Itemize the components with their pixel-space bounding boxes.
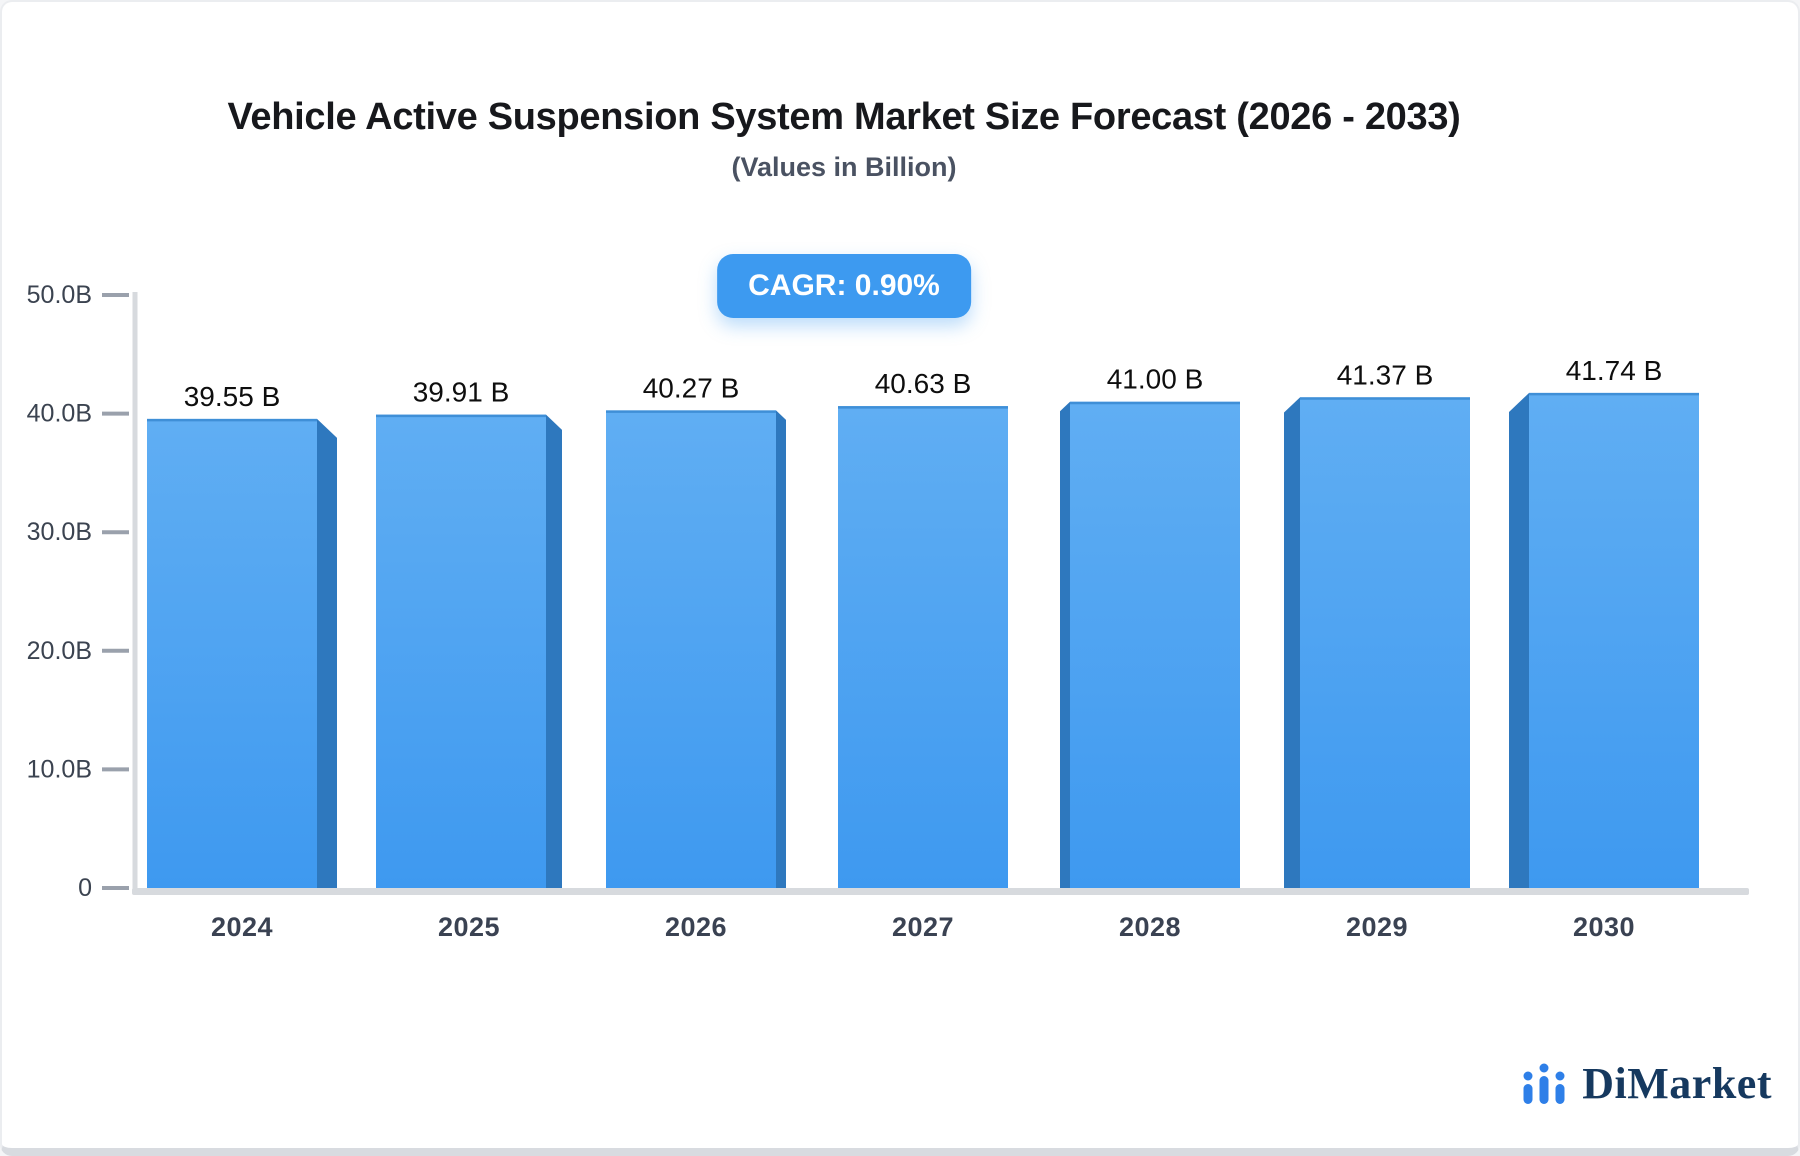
bar-value-label: 41.37 B — [1337, 359, 1434, 390]
axis-layer: 50.0B 40.0B 30.0B 20.0B 10.0B 0 — [27, 281, 1749, 902]
bar-value-label: 40.27 B — [643, 372, 740, 403]
chart-subtitle: (Values in Billion) — [731, 152, 957, 182]
bar[interactable] — [1300, 397, 1470, 888]
bar[interactable] — [1070, 401, 1240, 888]
bar-side-face — [317, 418, 337, 888]
bar[interactable] — [147, 418, 317, 888]
bar-side-face — [1060, 401, 1070, 888]
bar-side-face — [776, 410, 786, 888]
brand-name: DiMarket — [1582, 1059, 1772, 1108]
bar-value-label: 41.74 B — [1566, 355, 1663, 386]
bar-side-face — [1284, 397, 1300, 888]
bar[interactable] — [606, 410, 776, 888]
bar[interactable] — [376, 414, 546, 888]
bar[interactable] — [1529, 392, 1699, 888]
y-axis-tick-label: 40.0B — [27, 400, 92, 428]
x-axis-label: 2027 — [892, 912, 954, 942]
bar-chart-logo-icon — [1523, 1063, 1565, 1104]
x-axis-line — [132, 888, 1749, 895]
bar-value-label: 39.55 B — [184, 381, 281, 412]
y-axis-tick-label: 20.0B — [27, 637, 92, 665]
y-axis-tick-label: 10.0B — [27, 755, 92, 783]
bar[interactable] — [838, 406, 1008, 888]
x-axis-label: 2024 — [211, 912, 273, 942]
brand-logo[interactable]: DiMarket — [1520, 1058, 1772, 1109]
y-axis-tick-label: 30.0B — [27, 518, 92, 546]
bars-layer: 39.55 B 2024 39.91 B 2025 40.27 B 2026 40.63 B… — [147, 355, 1699, 942]
y-axis-tick-label: 0 — [78, 874, 92, 902]
x-axis-label: 2028 — [1119, 912, 1181, 942]
x-axis-label: 2025 — [438, 912, 500, 942]
y-axis-tick-label: 50.0B — [27, 281, 92, 309]
bar-side-face — [546, 414, 562, 888]
bar-value-label: 40.63 B — [875, 368, 972, 399]
chart-title: Vehicle Active Suspension System Market … — [227, 96, 1461, 138]
x-axis-label: 2026 — [665, 912, 727, 942]
x-axis-label: 2030 — [1573, 912, 1635, 942]
bar-value-label: 39.91 B — [413, 377, 510, 408]
cagr-badge: CAGR: 0.90% — [717, 254, 971, 318]
bar-side-face — [1509, 392, 1529, 888]
bar-value-label: 41.00 B — [1107, 364, 1204, 395]
x-axis-label: 2029 — [1346, 912, 1408, 942]
